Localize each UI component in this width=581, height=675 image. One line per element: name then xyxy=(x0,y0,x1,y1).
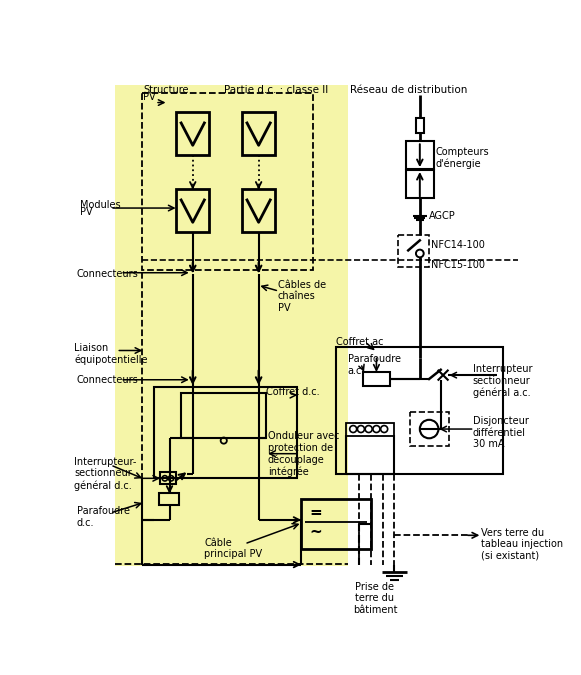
Bar xyxy=(302,499,371,549)
Bar xyxy=(154,387,297,477)
Text: Parafoudre
a.c.: Parafoudre a.c. xyxy=(348,354,401,376)
Bar xyxy=(346,423,394,436)
Text: PV: PV xyxy=(80,207,93,217)
Bar xyxy=(398,235,429,267)
Text: Réseau de distribution: Réseau de distribution xyxy=(350,85,468,95)
Bar xyxy=(406,141,434,169)
Text: Vers terre du
tableau injection
(si existant): Vers terre du tableau injection (si exis… xyxy=(481,528,563,561)
Text: Connecteurs: Connecteurs xyxy=(77,269,138,279)
Text: Modules: Modules xyxy=(80,200,121,211)
Text: NFC14-100: NFC14-100 xyxy=(431,240,485,250)
Text: Interrupteur
sectionneur
général a.c.: Interrupteur sectionneur général a.c. xyxy=(472,364,532,398)
Text: NFC15-100: NFC15-100 xyxy=(431,260,485,269)
Text: Onduleur avec
protection de
découplage
intégrée: Onduleur avec protection de découplage i… xyxy=(268,431,339,477)
Bar xyxy=(410,412,449,446)
Text: Liaison
équipotentielle: Liaison équipotentielle xyxy=(74,343,148,365)
Text: Compteurs
d'énergie: Compteurs d'énergie xyxy=(435,147,489,169)
Text: ~: ~ xyxy=(309,525,322,540)
Bar xyxy=(363,372,390,386)
Bar xyxy=(159,493,179,506)
Text: AGCP: AGCP xyxy=(429,211,456,221)
Text: Interrupteur-
sectionneur
général d.c.: Interrupteur- sectionneur général d.c. xyxy=(74,457,137,491)
Text: Parafoudre
d.c.: Parafoudre d.c. xyxy=(77,506,130,528)
Text: PV: PV xyxy=(143,92,156,102)
Bar xyxy=(336,347,503,474)
Text: Coffret d.c.: Coffret d.c. xyxy=(266,387,320,398)
Bar xyxy=(242,189,275,232)
Text: =: = xyxy=(309,506,322,520)
Bar xyxy=(242,112,275,155)
Bar xyxy=(177,112,209,155)
Text: Câbles de
chaînes
PV: Câbles de chaînes PV xyxy=(278,279,326,313)
Bar xyxy=(177,189,209,232)
Bar xyxy=(406,170,434,198)
Text: Coffret ac: Coffret ac xyxy=(336,338,383,348)
Text: Structure: Structure xyxy=(143,85,189,95)
Text: Disjoncteur
différentiel
30 mA: Disjoncteur différentiel 30 mA xyxy=(472,416,528,449)
Bar xyxy=(160,472,175,485)
Bar xyxy=(115,85,348,566)
Text: Prise de
terre du
bâtiment: Prise de terre du bâtiment xyxy=(353,581,397,615)
Bar xyxy=(416,118,424,134)
Bar xyxy=(181,393,266,437)
Bar xyxy=(142,92,313,269)
Text: Câble
principal PV: Câble principal PV xyxy=(205,537,263,559)
Text: Partie d.c. : classe II: Partie d.c. : classe II xyxy=(224,85,328,95)
Text: Connecteurs: Connecteurs xyxy=(77,375,138,385)
